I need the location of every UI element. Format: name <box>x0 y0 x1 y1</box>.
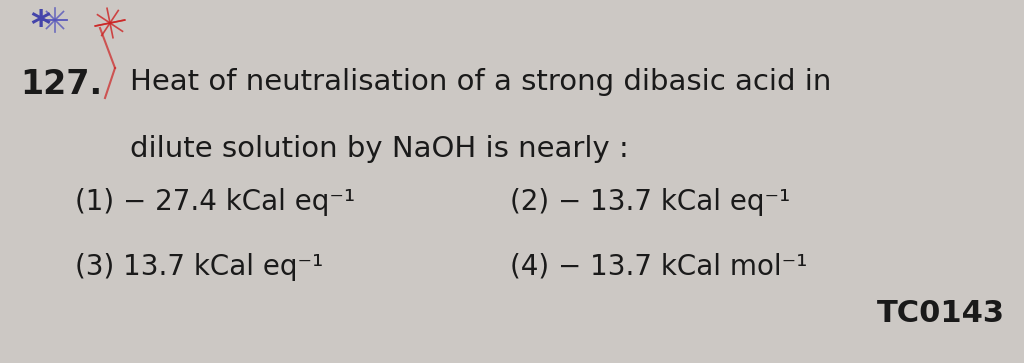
Text: 127.: 127. <box>20 68 102 101</box>
Text: (1) − 27.4 kCal eq⁻¹: (1) − 27.4 kCal eq⁻¹ <box>75 188 355 216</box>
Text: (3) 13.7 kCal eq⁻¹: (3) 13.7 kCal eq⁻¹ <box>75 253 324 281</box>
Text: dilute solution by NaOH is nearly :: dilute solution by NaOH is nearly : <box>130 135 629 163</box>
Text: Heat of neutralisation of a strong dibasic acid in: Heat of neutralisation of a strong dibas… <box>130 68 831 96</box>
Text: *: * <box>30 8 50 46</box>
Text: (2) − 13.7 kCal eq⁻¹: (2) − 13.7 kCal eq⁻¹ <box>510 188 791 216</box>
Text: (4) − 13.7 kCal mol⁻¹: (4) − 13.7 kCal mol⁻¹ <box>510 253 807 281</box>
Text: TC0143: TC0143 <box>877 299 1005 328</box>
